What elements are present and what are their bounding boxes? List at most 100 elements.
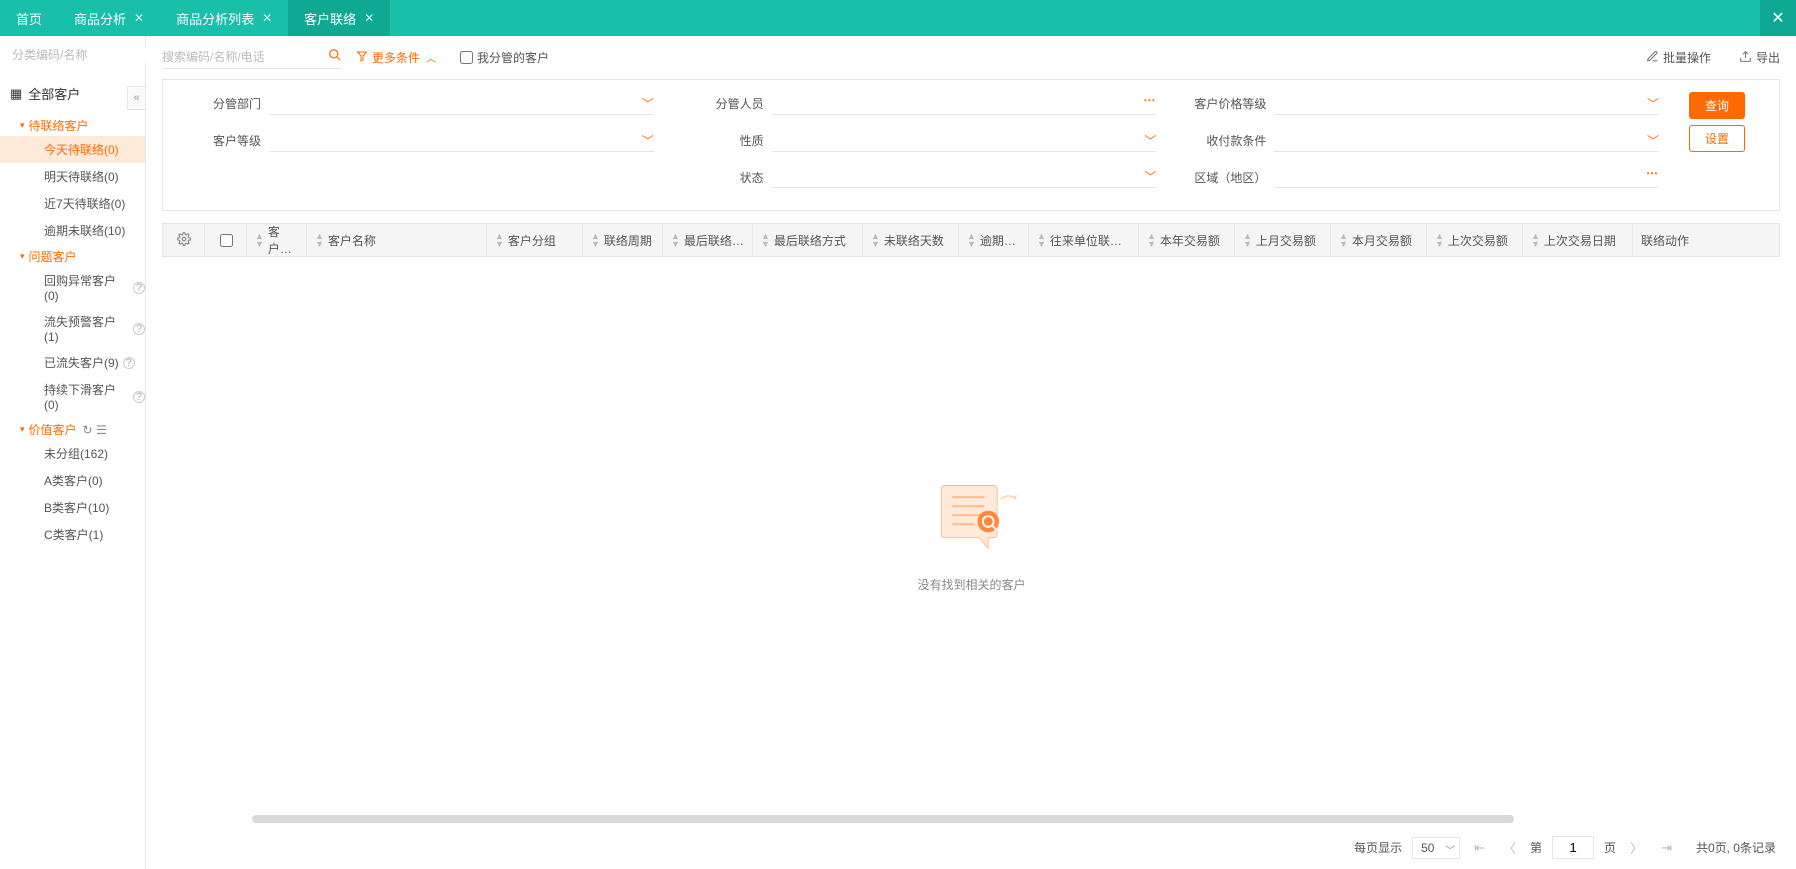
sidebar-all-customers[interactable]: ▦ 全部客户 (0, 76, 145, 111)
filter-label: 收付款条件 (1186, 132, 1266, 149)
sidebar-item[interactable]: 回购异常客户(0)? (0, 267, 145, 308)
table-column-lastway[interactable]: ▲▼最后联络方式 (753, 224, 863, 256)
table-column-last[interactable]: ▲▼最后联络… (663, 224, 753, 256)
filter-label: 状态 (684, 169, 764, 186)
export-button[interactable]: 导出 (1739, 49, 1780, 66)
sidebar-item[interactable]: C类客户(1) (0, 521, 145, 548)
table-column-lastamt[interactable]: ▲▼上次交易额 (1427, 224, 1523, 256)
top-tab[interactable]: 客户联络✕ (288, 0, 390, 36)
column-label: 客户名称 (328, 232, 376, 249)
top-tab[interactable]: 商品分析列表✕ (160, 0, 288, 36)
filter-panel: 分管部门﹀分管人员⋯客户价格等级﹀查询设置客户等级﹀性质﹀收付款条件﹀状态﹀区域… (162, 79, 1780, 211)
sidebar-all-label: 全部客户 (28, 84, 80, 103)
export-icon (1739, 50, 1752, 66)
table-column-ytd[interactable]: ▲▼本年交易额 (1139, 224, 1235, 256)
column-label: 联络周期 (604, 232, 652, 249)
close-all-tabs-button[interactable]: ✕ (1760, 0, 1796, 36)
my-customers-input[interactable] (460, 51, 473, 64)
filter-label: 分管人员 (684, 95, 764, 112)
sidebar-item[interactable]: A类客户(0) (0, 467, 145, 494)
filter-input[interactable]: ⋯ (1274, 166, 1659, 188)
table-column-gear[interactable] (163, 224, 205, 256)
table-column-code[interactable]: ▲▼客户… (247, 224, 307, 256)
horizontal-scrollbar[interactable] (162, 815, 1780, 825)
sort-icon: ▲▼ (1037, 232, 1046, 248)
sidebar-item[interactable]: 持续下滑客户(0)? (0, 376, 145, 417)
help-icon[interactable]: ? (133, 391, 145, 403)
table-column-lastm[interactable]: ▲▼上月交易额 (1235, 224, 1331, 256)
sidebar-item[interactable]: 已流失客户(9)? (0, 349, 145, 376)
sidebar-item[interactable]: 今天待联络(0) (0, 136, 145, 163)
chevron-down-icon: ﹀ (642, 132, 654, 149)
main-search (162, 46, 342, 69)
filter-label: 分管部门 (181, 95, 261, 112)
main-search-input[interactable] (162, 46, 342, 69)
sidebar-item[interactable]: 逾期未联络(10) (0, 217, 145, 244)
help-icon[interactable]: ? (123, 357, 135, 369)
sidebar-group[interactable]: ▾问题客户 (0, 244, 145, 267)
sidebar-item[interactable]: B类客户(10) (0, 494, 145, 521)
table-column-overdue[interactable]: ▲▼逾期… (959, 224, 1029, 256)
help-icon[interactable]: ? (133, 282, 145, 294)
more-conditions-toggle[interactable]: 更多条件 ︿ (356, 49, 436, 66)
my-customers-checkbox[interactable]: 我分管的客户 (456, 48, 549, 67)
filter-label: 客户价格等级 (1186, 95, 1266, 112)
top-tab[interactable]: 商品分析✕ (58, 0, 160, 36)
table-column-group[interactable]: ▲▼客户分组 (487, 224, 583, 256)
filter-input[interactable]: ﹀ (1274, 93, 1659, 115)
sort-icon: ▲▼ (967, 232, 976, 248)
per-page-select[interactable]: 50 ﹀ (1412, 837, 1460, 859)
search-icon[interactable] (328, 48, 342, 65)
last-page-button[interactable]: ⇥ (1657, 840, 1676, 856)
close-icon[interactable]: ✕ (134, 11, 144, 25)
sidebar-search-input[interactable] (10, 47, 169, 63)
filter-input[interactable]: ﹀ (269, 93, 654, 115)
sort-icon: ▲▼ (255, 232, 264, 248)
sidebar-item[interactable]: 流失预警客户(1)? (0, 308, 145, 349)
empty-illustration-icon (917, 472, 1027, 562)
sort-icon: ▲▼ (1435, 232, 1444, 248)
sidebar-group[interactable]: ▾价值客户↻ ☰ (0, 417, 145, 440)
sidebar-item[interactable]: 近7天待联络(0) (0, 190, 145, 217)
gear-icon[interactable] (177, 232, 191, 249)
sidebar-group[interactable]: ▾待联络客户 (0, 113, 145, 136)
page-suffix: 页 (1604, 839, 1616, 856)
page-summary: 共0页, 0条记录 (1696, 839, 1776, 856)
batch-ops-button[interactable]: 批量操作 (1646, 49, 1711, 66)
table-column-lastdate[interactable]: ▲▼上次交易日期 (1523, 224, 1633, 256)
filter-input[interactable]: ⋯ (772, 93, 1157, 115)
filter-input[interactable]: ﹀ (269, 130, 654, 152)
column-label: 最后联络方式 (774, 232, 846, 249)
close-icon[interactable]: ✕ (364, 11, 374, 25)
sidebar-item[interactable]: 未分组(162) (0, 440, 145, 467)
filter-input[interactable]: ﹀ (1274, 130, 1659, 152)
table-column-nodays[interactable]: ▲▼未联络天数 (863, 224, 959, 256)
my-customers-label: 我分管的客户 (477, 49, 549, 66)
sidebar-collapse-button[interactable]: « (127, 86, 145, 110)
filter-label: 区域（地区） (1186, 169, 1266, 186)
top-tab[interactable]: 首页 (0, 0, 58, 36)
column-label: 联络动作 (1641, 232, 1689, 249)
table-column-thism[interactable]: ▲▼本月交易额 (1331, 224, 1427, 256)
sidebar: ▦ 全部客户 « ▾待联络客户今天待联络(0)明天待联络(0)近7天待联络(0)… (0, 36, 146, 869)
table-column-unit[interactable]: ▲▼往来单位联… (1029, 224, 1139, 256)
query-button[interactable]: 查询 (1689, 92, 1745, 119)
more-icon: ⋯ (1646, 166, 1659, 180)
page-input[interactable] (1552, 836, 1594, 859)
next-page-button[interactable]: 〉 (1626, 838, 1647, 857)
sidebar-search (0, 36, 145, 74)
table-column-name[interactable]: ▲▼客户名称 (307, 224, 487, 256)
prev-page-button[interactable]: 〈 (1499, 838, 1520, 857)
filter-input[interactable]: ﹀ (772, 130, 1157, 152)
refresh-icon[interactable]: ↻ (83, 423, 93, 437)
settings-icon[interactable]: ☰ (96, 423, 107, 437)
table-column-cycle[interactable]: ▲▼联络周期 (583, 224, 663, 256)
select-all-checkbox[interactable] (220, 234, 233, 247)
sidebar-item[interactable]: 明天待联络(0) (0, 163, 145, 190)
help-icon[interactable]: ? (133, 323, 145, 335)
filter-input[interactable]: ﹀ (772, 166, 1157, 188)
table-column-chk[interactable] (205, 224, 247, 256)
close-icon[interactable]: ✕ (262, 11, 272, 25)
first-page-button[interactable]: ⇤ (1470, 840, 1489, 856)
filter-settings-button[interactable]: 设置 (1689, 125, 1745, 152)
